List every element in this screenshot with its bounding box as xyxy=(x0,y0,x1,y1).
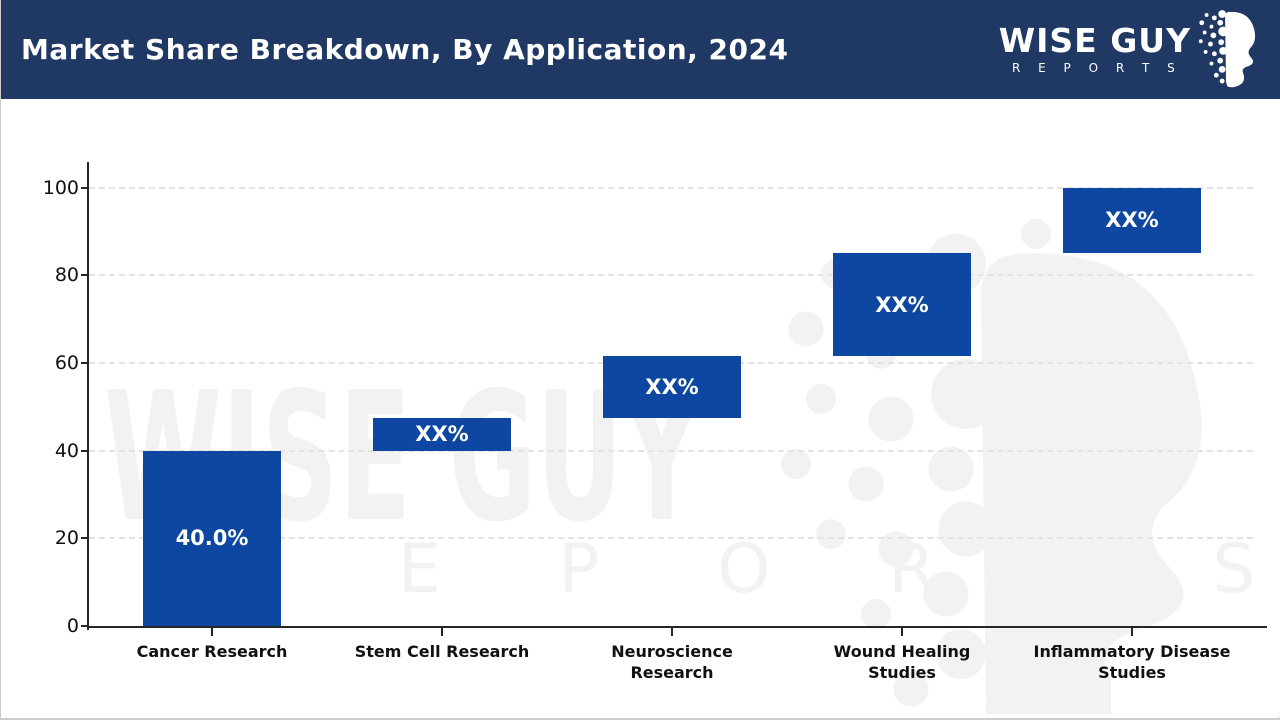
y-axis-tick xyxy=(81,449,88,452)
bar-value-label: XX% xyxy=(875,292,929,317)
x-axis-category-label: Neuroscience Research xyxy=(611,642,733,683)
y-axis-tick-label: 0 xyxy=(66,615,79,637)
y-axis-tick-label: 60 xyxy=(54,351,79,374)
chart-area: WISE GUY R E P O R T S 0 20 40 60 80 100 40.0%… xyxy=(1,99,1280,717)
bar-value-label: XX% xyxy=(645,375,699,400)
gridline xyxy=(89,449,1253,452)
y-axis-tick-label: 100 xyxy=(42,176,79,199)
logo-wordmark: WISE GUY xyxy=(998,21,1191,60)
y-axis-tick xyxy=(81,625,88,627)
header-bar: Market Share Breakdown, By Application, … xyxy=(1,0,1280,99)
bar-value-label: XX% xyxy=(415,422,469,447)
x-axis-tick xyxy=(211,628,213,636)
y-axis-tick-label: 20 xyxy=(54,527,79,550)
bar: XX% xyxy=(1063,187,1201,254)
gridline xyxy=(89,537,1253,540)
y-axis-tick-label: 40 xyxy=(54,439,79,462)
x-axis-category-label: Cancer Research xyxy=(136,642,288,661)
x-axis-tick xyxy=(901,628,903,636)
x-axis-category-label: Wound Healing Studies xyxy=(833,642,971,683)
y-axis-tick-label: 80 xyxy=(54,264,79,287)
y-axis-spine xyxy=(87,162,89,630)
y-axis-tick xyxy=(81,537,88,540)
bar-value-label: 40.0% xyxy=(175,526,249,551)
logo-face-icon xyxy=(1193,6,1261,94)
y-axis-tick xyxy=(81,361,88,364)
logo-subtitle: R E P O R T S xyxy=(1011,61,1182,75)
x-axis-category-label: Stem Cell Research xyxy=(354,642,530,661)
bar: XX% xyxy=(373,417,511,451)
x-axis-tick xyxy=(1131,628,1133,636)
logo-text: WISE GUY R E P O R T S xyxy=(999,24,1191,75)
y-axis-tick xyxy=(81,274,88,277)
bar: 40.0% xyxy=(143,450,281,626)
x-axis-tick xyxy=(671,628,673,636)
gridline xyxy=(89,274,1253,277)
x-axis-category-label: Inflammatory Disease Studies xyxy=(1033,642,1231,683)
x-axis-spine xyxy=(87,626,1267,628)
x-axis-tick xyxy=(441,628,443,636)
bar-value-label: XX% xyxy=(1105,208,1159,233)
bar: XX% xyxy=(603,356,741,418)
bar: XX% xyxy=(833,253,971,357)
wise-guy-logo: WISE GUY R E P O R T S xyxy=(999,6,1261,94)
y-axis-tick xyxy=(81,186,88,189)
chart-title: Market Share Breakdown, By Application, … xyxy=(21,33,789,66)
gridline xyxy=(89,186,1253,189)
